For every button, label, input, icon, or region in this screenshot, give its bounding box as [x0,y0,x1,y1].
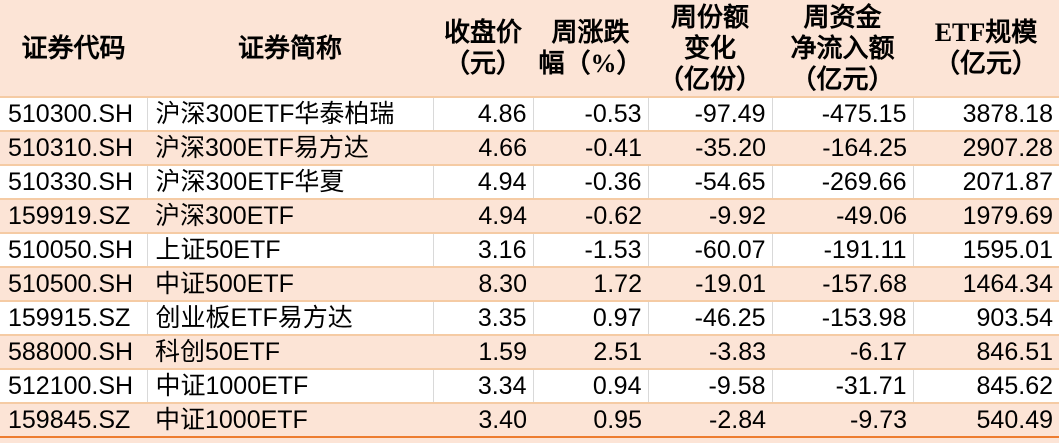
etf-scale-cell: 1979.69 [913,198,1059,234]
close-price-cell: 4.86 [433,97,534,131]
weekly-change-pct-cell: 0.94 [533,369,649,403]
table-body: 510300.SH 沪深300ETF华泰柏瑞 4.86 -0.53 -97.49 -475… [0,97,1059,436]
table-row: 159919.SZ 沪深300ETF 4.94 -0.62 -9.92 -49.06 197… [0,198,1059,234]
close-price-cell: 1.59 [433,334,533,370]
table-row: 159845.SZ 中证1000ETF 3.40 0.95 -2.84 -9.73 540.… [0,402,1059,436]
weekly-change-pct-cell: -0.62 [533,198,648,234]
col-header-security-name: 证券简称 [147,0,433,98]
bottom-accent-line [0,436,1059,438]
weekly-net-inflow-cell: -6.17 [772,334,913,370]
weekly-net-inflow-cell: -164.25 [772,130,913,166]
security-name-cell: 中证1000ETF [147,369,434,403]
col-header-security-code: 证券代码 [0,0,147,98]
weekly-net-inflow-cell: -475.15 [772,97,914,131]
weekly-share-change-cell: -46.25 [648,301,773,335]
weekly-change-pct-cell: 0.97 [533,301,649,335]
col-header-etf-scale: ETF规模 （亿元） [913,0,1059,98]
weekly-change-pct-cell: -0.36 [533,165,649,199]
bottom-strip [0,438,1059,443]
weekly-share-change-cell: -60.07 [648,233,773,267]
table-row: 510050.SH 上证50ETF 3.16 -1.53 -60.07 -191.11 15… [0,233,1059,267]
col-header-weekly-change-pct: 周涨跌 幅（%） [533,0,648,98]
security-name-cell: 沪深300ETF [147,198,433,234]
security-code-cell: 510500.SH [0,266,147,302]
weekly-net-inflow-cell: -31.71 [772,369,914,403]
security-code-cell: 510300.SH [0,97,148,131]
etf-scale-cell: 845.62 [913,369,1059,403]
security-name-cell: 创业板ETF易方达 [147,301,434,335]
security-name-cell: 沪深300ETF华夏 [147,165,434,199]
etf-scale-cell: 1595.01 [913,233,1059,267]
security-name-cell: 科创50ETF [147,334,433,370]
weekly-net-inflow-cell: -153.98 [772,301,914,335]
weekly-change-pct-cell: 1.72 [533,266,648,302]
close-price-cell: 3.35 [433,301,534,335]
table-row: 510310.SH 沪深300ETF易方达 4.66 -0.41 -35.20 -164.… [0,130,1059,166]
weekly-share-change-cell: -9.58 [648,369,773,403]
weekly-net-inflow-cell: -157.68 [772,266,913,302]
table-row: 510330.SH 沪深300ETF华夏 4.94 -0.36 -54.65 -269.6… [0,165,1059,199]
table-row: 588000.SH 科创50ETF 1.59 2.51 -3.83 -6.17 846.51 [0,334,1059,370]
security-code-cell: 159915.SZ [0,301,148,335]
etf-scale-cell: 2071.87 [913,165,1059,199]
table-header: 证券代码 证券简称 收盘价 （元） 周涨跌 幅（%） 周份额 变化 （亿份） 周… [0,0,1059,98]
table-row: 510300.SH 沪深300ETF华泰柏瑞 4.86 -0.53 -97.49 -475… [0,97,1059,131]
security-code-cell: 159919.SZ [0,198,147,234]
table-row: 512100.SH 中证1000ETF 3.34 0.94 -9.58 -31.71 845… [0,369,1059,403]
close-price-cell: 3.40 [433,402,533,436]
weekly-change-pct-cell: -0.41 [533,130,648,166]
weekly-change-pct-cell: -0.53 [533,97,649,131]
table-row: 510500.SH 中证500ETF 8.30 1.72 -19.01 -157.68 14… [0,266,1059,302]
table-row: 159915.SZ 创业板ETF易方达 3.35 0.97 -46.25 -153.98 9… [0,301,1059,335]
col-header-close-price: 收盘价 （元） [433,0,533,98]
security-code-cell: 512100.SH [0,369,148,403]
weekly-share-change-cell: -3.83 [648,334,772,370]
close-price-cell: 3.16 [433,233,534,267]
weekly-net-inflow-cell: -269.66 [772,165,914,199]
weekly-net-inflow-cell: -191.11 [772,233,914,267]
close-price-cell: 3.34 [433,369,534,403]
security-code-cell: 159845.SZ [0,402,147,436]
header-row: 证券代码 证券简称 收盘价 （元） 周涨跌 幅（%） 周份额 变化 （亿份） 周… [0,0,1059,98]
weekly-change-pct-cell: 2.51 [533,334,648,370]
security-name-cell: 沪深300ETF华泰柏瑞 [147,97,434,131]
weekly-net-inflow-cell: -9.73 [772,402,913,436]
weekly-share-change-cell: -97.49 [648,97,773,131]
etf-scale-cell: 846.51 [913,334,1059,370]
security-code-cell: 588000.SH [0,334,147,370]
etf-scale-cell: 1464.34 [913,266,1059,302]
weekly-share-change-cell: -54.65 [648,165,773,199]
weekly-change-pct-cell: -1.53 [533,233,649,267]
security-code-cell: 510310.SH [0,130,147,166]
col-header-weekly-share-change: 周份额 变化 （亿份） [648,0,772,98]
weekly-net-inflow-cell: -49.06 [772,198,913,234]
weekly-share-change-cell: -35.20 [648,130,772,166]
weekly-share-change-cell: -9.92 [648,198,772,234]
security-name-cell: 中证1000ETF [147,402,433,436]
close-price-cell: 4.94 [433,165,534,199]
security-name-cell: 沪深300ETF易方达 [147,130,433,166]
weekly-change-pct-cell: 0.95 [533,402,648,436]
etf-scale-cell: 903.54 [913,301,1059,335]
etf-scale-cell: 2907.28 [913,130,1059,166]
security-name-cell: 中证500ETF [147,266,433,302]
close-price-cell: 8.30 [433,266,533,302]
security-name-cell: 上证50ETF [147,233,434,267]
etf-scale-cell: 540.49 [913,402,1059,436]
security-code-cell: 510050.SH [0,233,148,267]
close-price-cell: 4.66 [433,130,533,166]
security-code-cell: 510330.SH [0,165,148,199]
weekly-share-change-cell: -19.01 [648,266,772,302]
etf-scale-cell: 3878.18 [913,97,1059,131]
weekly-share-change-cell: -2.84 [648,402,772,436]
close-price-cell: 4.94 [433,198,533,234]
col-header-weekly-net-inflow: 周资金 净流入额 （亿元） [772,0,913,98]
